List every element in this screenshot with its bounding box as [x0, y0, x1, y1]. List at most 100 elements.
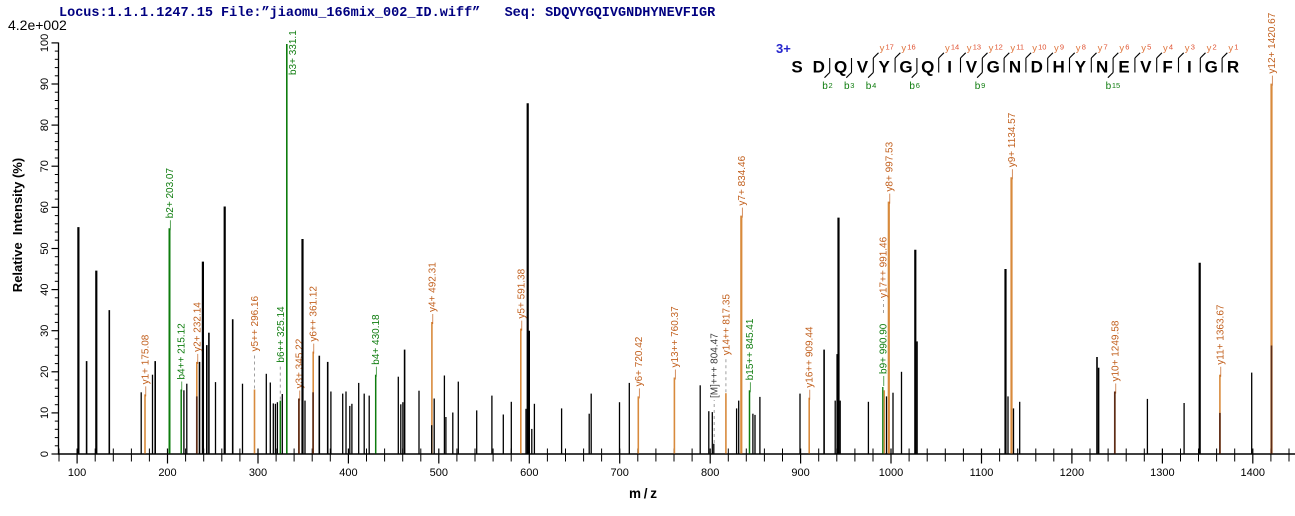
svg-text:— y7+ 834.46: — y7+ 834.46: [737, 155, 748, 217]
svg-text:7: 7: [1104, 43, 1108, 52]
svg-text:0: 0: [39, 451, 51, 457]
svg-text:2: 2: [829, 81, 833, 90]
svg-text:2: 2: [1213, 43, 1217, 52]
svg-text:— y16++ 909.44: — y16++ 909.44: [805, 326, 816, 400]
svg-text:E: E: [1118, 58, 1129, 77]
svg-text:3+: 3+: [776, 41, 791, 56]
svg-text:y: y: [1054, 43, 1059, 54]
svg-text:6: 6: [1125, 43, 1129, 52]
svg-text:— y6++ 361.12: — y6++ 361.12: [309, 286, 320, 354]
svg-text:D: D: [813, 58, 825, 77]
svg-text:14: 14: [951, 43, 959, 52]
svg-text:— y6+ 720.42: — y6+ 720.42: [634, 336, 645, 398]
svg-text:8: 8: [1082, 43, 1086, 52]
svg-text:b: b: [844, 81, 850, 92]
svg-text:y5++ 296.16: y5++ 296.16: [250, 295, 261, 351]
svg-text:b: b: [822, 81, 828, 92]
svg-text:4.2e+002: 4.2e+002: [8, 17, 67, 33]
svg-text:Q: Q: [921, 58, 934, 77]
svg-text:200: 200: [158, 467, 176, 479]
svg-text:500: 500: [430, 467, 448, 479]
svg-text:y: y: [1163, 43, 1168, 54]
svg-text:b: b: [866, 81, 872, 92]
svg-text:y: y: [1032, 43, 1037, 54]
svg-text:y17++ 991.46: y17++ 991.46: [879, 236, 890, 298]
svg-text:700: 700: [611, 467, 629, 479]
svg-text:— y8+ 997.53: — y8+ 997.53: [884, 141, 895, 203]
svg-text:600: 600: [520, 467, 538, 479]
svg-text:— y1+ 175.08: — y1+ 175.08: [141, 334, 152, 396]
svg-text:50: 50: [39, 242, 51, 254]
svg-text:y: y: [967, 43, 972, 54]
svg-text:60: 60: [39, 201, 51, 213]
svg-text:40: 40: [39, 283, 51, 295]
svg-text:V: V: [1140, 58, 1152, 77]
svg-text:— b4+ 430.18: — b4+ 430.18: [371, 314, 382, 377]
svg-text:3: 3: [1191, 43, 1195, 52]
svg-text:— b9+ 990.90: — b9+ 990.90: [879, 323, 890, 386]
svg-text:1400: 1400: [1241, 467, 1265, 479]
svg-text:G: G: [987, 58, 1000, 77]
svg-text:1200: 1200: [1060, 467, 1084, 479]
svg-text:— y2+ 232.14: — y2+ 232.14: [192, 302, 203, 364]
svg-text:D: D: [1031, 58, 1043, 77]
svg-text:16: 16: [907, 43, 915, 52]
svg-text:— y4+ 492.31: — y4+ 492.31: [427, 262, 438, 324]
svg-text:12: 12: [995, 43, 1003, 52]
svg-text:y: y: [880, 43, 885, 54]
svg-text:y: y: [1228, 43, 1233, 54]
svg-text:5: 5: [1147, 43, 1151, 52]
svg-text:— y9+ 1134.57: — y9+ 1134.57: [1007, 112, 1018, 179]
svg-text:1100: 1100: [970, 467, 994, 479]
svg-text:— y11+ 1363.67: — y11+ 1363.67: [1215, 304, 1226, 377]
svg-text:y: y: [901, 43, 906, 54]
svg-text:13: 13: [973, 43, 981, 52]
svg-text:I: I: [947, 58, 952, 77]
svg-text:— b15++ 845.41: — b15++ 845.41: [745, 318, 756, 392]
svg-text:4: 4: [1169, 43, 1173, 52]
svg-text:G: G: [899, 58, 912, 77]
svg-text:1000: 1000: [879, 467, 903, 479]
svg-text:11: 11: [1016, 43, 1024, 52]
svg-text:y: y: [1076, 43, 1081, 54]
svg-text:300: 300: [249, 467, 267, 479]
svg-text:— b2+ 203.07: — b2+ 203.07: [165, 168, 176, 231]
svg-text:— y13++ 760.37: — y13++ 760.37: [670, 306, 681, 380]
svg-text:y: y: [1185, 43, 1190, 54]
svg-text:y: y: [1098, 43, 1103, 54]
svg-text:100: 100: [39, 34, 51, 52]
svg-text:I: I: [1187, 58, 1192, 77]
svg-text:20: 20: [39, 366, 51, 378]
svg-text:30: 30: [39, 325, 51, 337]
svg-text:3: 3: [850, 81, 854, 90]
svg-text:9: 9: [981, 81, 985, 90]
svg-text:H: H: [1052, 58, 1064, 77]
svg-text:Q: Q: [834, 58, 847, 77]
svg-text:y: y: [1119, 43, 1124, 54]
svg-text:N: N: [1009, 58, 1021, 77]
svg-text:1: 1: [1234, 43, 1238, 52]
svg-text:b: b: [909, 81, 915, 92]
svg-text:10: 10: [1038, 43, 1046, 52]
svg-text:[M]+++ 804.47: [M]+++ 804.47: [710, 333, 721, 398]
svg-text:4: 4: [872, 81, 876, 90]
svg-text:R: R: [1227, 58, 1239, 77]
svg-text:y: y: [945, 43, 950, 54]
svg-text:— b4++ 215.12: — b4++ 215.12: [177, 323, 188, 392]
svg-text:Locus:1.1.1.1247.15 File:”jiao: Locus:1.1.1.1247.15 File:”jiaomu_166mix_…: [59, 6, 716, 21]
svg-text:y: y: [1141, 43, 1146, 54]
svg-text:N: N: [1096, 58, 1108, 77]
svg-text:800: 800: [701, 467, 719, 479]
svg-text:80: 80: [39, 119, 51, 131]
svg-text:V: V: [966, 58, 978, 77]
svg-text:1300: 1300: [1150, 467, 1174, 479]
svg-text:— y3+ 345.22: — y3+ 345.22: [294, 338, 305, 400]
svg-text:F: F: [1162, 58, 1172, 77]
svg-text:400: 400: [339, 467, 357, 479]
svg-text:b: b: [1106, 81, 1112, 92]
svg-text:— y12+ 1420.67: — y12+ 1420.67: [1267, 12, 1278, 85]
svg-text:100: 100: [68, 467, 86, 479]
svg-text:Y: Y: [1075, 58, 1087, 77]
svg-text:b3+ 331.1: b3+ 331.1: [288, 30, 299, 75]
svg-text:17: 17: [886, 43, 894, 52]
